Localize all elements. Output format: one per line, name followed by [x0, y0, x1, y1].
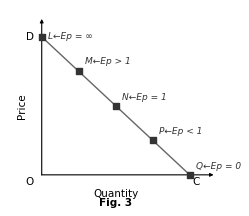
Text: Fig. 3: Fig. 3 [99, 198, 132, 208]
Text: M←Ep > 1: M←Ep > 1 [85, 57, 130, 66]
Text: N←Ep = 1: N←Ep = 1 [122, 93, 166, 102]
Point [188, 173, 192, 176]
Text: Q←Ep = 0: Q←Ep = 0 [196, 162, 241, 171]
Text: P←Ep < 1: P←Ep < 1 [159, 127, 202, 136]
Text: C: C [193, 177, 200, 187]
Text: Quantity: Quantity [93, 189, 138, 199]
Point [40, 35, 44, 39]
Text: D: D [26, 32, 34, 42]
Point [114, 104, 118, 108]
Point [77, 70, 81, 73]
Text: Price: Price [17, 93, 27, 119]
Text: L←Ep = ∞: L←Ep = ∞ [48, 32, 92, 41]
Point [151, 139, 155, 142]
Text: O: O [25, 177, 34, 187]
